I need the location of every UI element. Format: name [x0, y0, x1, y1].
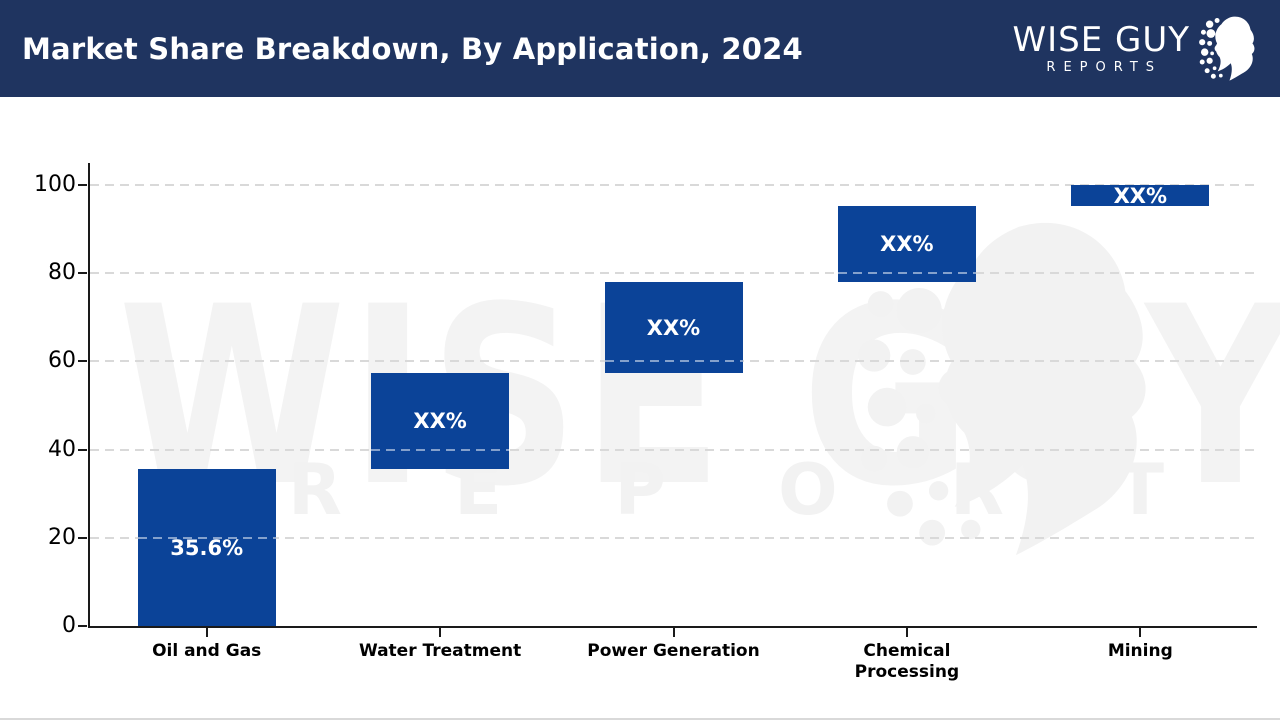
x-tick-2: [439, 628, 442, 637]
y-tick-0: [78, 625, 87, 627]
logo-face-icon: [1196, 11, 1258, 87]
logo-subtitle: REPORTS: [1046, 60, 1163, 75]
wise-guy-logo: WISE GUY REPORTS: [1012, 11, 1258, 87]
y-tick-60: [78, 360, 87, 363]
logo-wordmark: WISE GUY: [1012, 20, 1190, 60]
bar-chemical-processing: XX%: [837, 206, 976, 283]
chart-canvas: WISE GUY R E P O R T S 0 20 40 60 80 100 35.6%…: [0, 97, 1280, 720]
bar-value-label: XX%: [1113, 183, 1168, 208]
y-tick-label-0: 0: [62, 613, 76, 638]
y-tick-40: [78, 448, 87, 451]
x-tick-5: [1139, 628, 1142, 637]
y-tick-20: [78, 536, 87, 539]
category-label-line: Chemical: [863, 641, 951, 661]
category-label-1: Oil and Gas: [112, 641, 302, 662]
bar-gridline-overlay-80: [837, 272, 976, 275]
category-label-4: Chemical Processing: [812, 641, 1002, 683]
category-label-5: Mining: [1045, 641, 1235, 662]
header-bar: Market Share Breakdown, By Application, …: [0, 0, 1280, 97]
bar-mining: XX%: [1071, 183, 1210, 208]
category-label-line: Water Treatment: [358, 641, 522, 661]
bar-gridline-overlay-60: [604, 360, 743, 363]
bar-gridline-overlay-40: [371, 448, 510, 451]
category-label-2: Water Treatment: [345, 641, 535, 662]
bar-gridline-overlay-20: [137, 536, 276, 539]
x-tick-3: [672, 628, 675, 637]
category-label-3: Power Generation: [579, 641, 769, 662]
gridline-40: [90, 448, 1257, 451]
x-tick-4: [905, 628, 908, 637]
gridline-100: [90, 184, 1257, 187]
y-tick-label-80: 80: [48, 260, 76, 286]
bar-value-label: 35.6%: [170, 535, 244, 560]
gridline-20: [90, 536, 1257, 539]
y-tick-100: [78, 184, 87, 187]
page-title: Market Share Breakdown, By Application, …: [22, 31, 803, 66]
bar-power-generation: XX%: [604, 282, 743, 374]
category-label-line: Processing: [854, 662, 960, 682]
category-label-line: Power Generation: [587, 641, 760, 661]
y-tick-label-100: 100: [34, 172, 76, 198]
y-tick-label-40: 40: [48, 436, 76, 462]
bar-value-label: XX%: [646, 315, 701, 340]
bar-oil-and-gas: 35.6%: [137, 469, 276, 626]
gridline-80: [90, 272, 1257, 275]
bar-water-treatment: XX%: [371, 373, 510, 470]
category-label-line: Mining: [1107, 641, 1173, 661]
y-tick-80: [78, 272, 87, 275]
plot-area: 0 20 40 60 80 100 35.6% Oil and Gas XX% Water Tre…: [34, 163, 1257, 682]
y-tick-label-60: 60: [48, 348, 76, 374]
x-tick-1: [205, 628, 208, 637]
page-bottom-divider: [0, 718, 1280, 720]
logo-text: WISE GUY REPORTS: [1012, 22, 1190, 75]
category-label-line: Oil and Gas: [152, 641, 262, 661]
bar-value-label: XX%: [880, 232, 934, 257]
bar-value-label: XX%: [413, 409, 467, 434]
y-tick-label-20: 20: [48, 524, 76, 550]
